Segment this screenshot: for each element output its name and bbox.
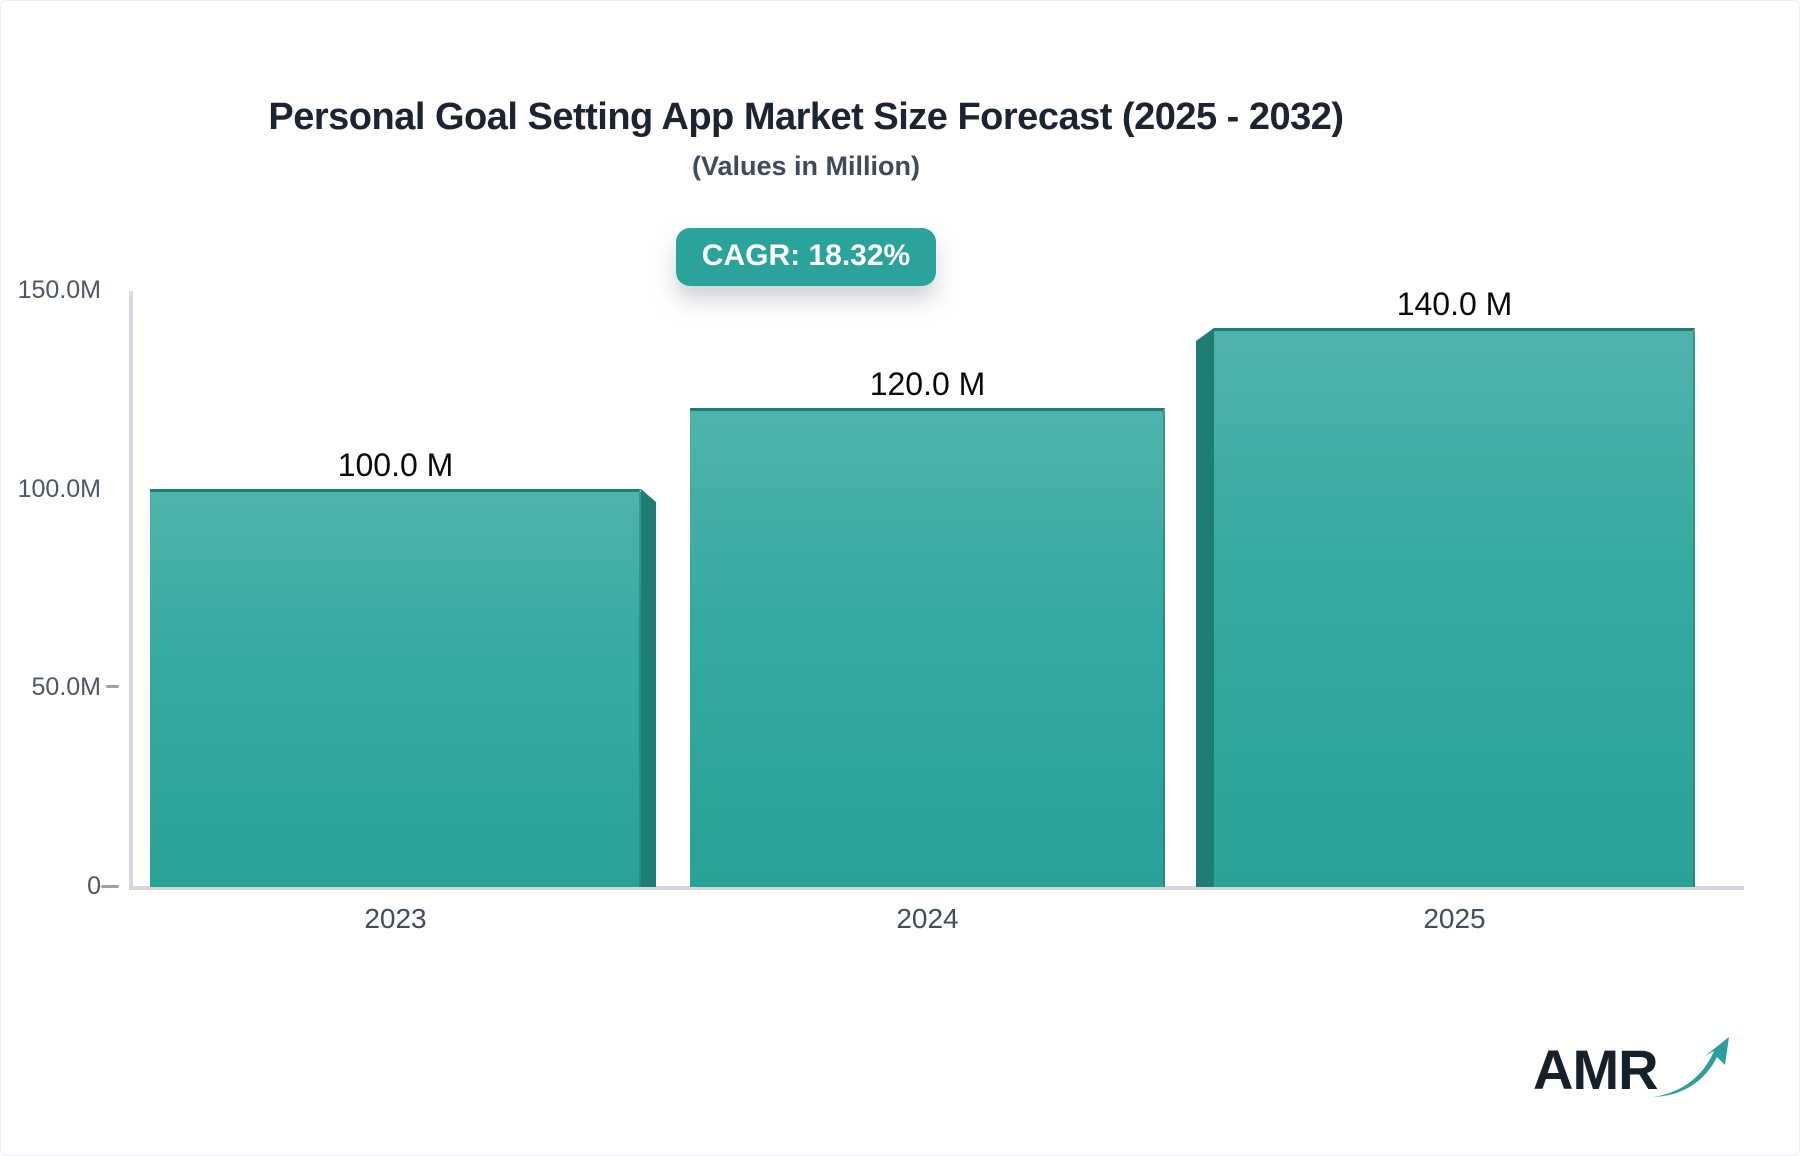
x-axis-label-2025: 2025	[1423, 903, 1486, 934]
amr-logo-text: AMR	[1533, 1038, 1659, 1101]
bar-2025[interactable]	[1214, 328, 1695, 887]
chart-title: Personal Goal Setting App Market Size Fo…	[268, 96, 1344, 138]
bar-2023[interactable]	[150, 489, 641, 887]
bar-value-label-2024: 120.0 M	[869, 366, 986, 402]
y-tick-label-0: 0	[87, 872, 101, 900]
x-axis-label-2023: 2023	[364, 903, 427, 934]
y-axis-line	[129, 291, 133, 890]
growth-arrow-icon	[1653, 1037, 1729, 1097]
y-tick-mark-0	[101, 885, 119, 888]
bar-2025-side-shade	[1196, 328, 1214, 887]
bar-value-label-2023: 100.0 M	[337, 447, 454, 483]
bar-2024[interactable]	[690, 408, 1165, 887]
bar-2023-side-shade	[641, 489, 656, 887]
bar-value-label-2025: 140.0 M	[1396, 286, 1513, 322]
amr-logo: AMR	[1533, 1029, 1733, 1119]
y-tick-label-100m: 100.0M	[17, 475, 101, 503]
y-tick-label-50m: 50.0M	[31, 673, 101, 701]
x-axis-label-2024: 2024	[896, 903, 959, 934]
cagr-badge-row: CAGR: 18.32%	[1, 228, 1611, 286]
cagr-badge: CAGR: 18.32%	[675, 228, 937, 286]
x-axis-line	[129, 886, 1744, 890]
y-tick-mark-50m	[106, 685, 119, 688]
y-tick-label-150m: 150.0M	[17, 276, 101, 304]
chart-subtitle: (Values in Million)	[691, 151, 921, 181]
